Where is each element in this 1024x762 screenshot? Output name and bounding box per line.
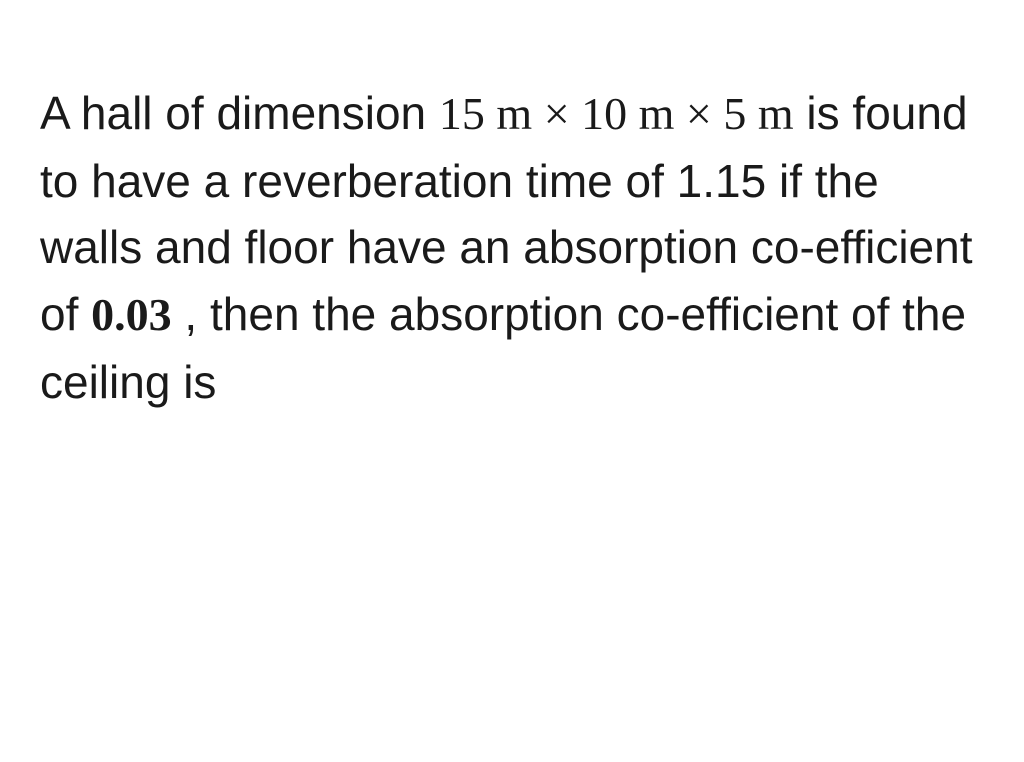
question-text: A hall of dimension 15 m × 10 m × 5 m is…: [40, 80, 980, 415]
coefficient-value: 0.03: [91, 289, 172, 340]
dimension-1: 15 m: [439, 88, 532, 139]
times-symbol-1: ×: [532, 88, 581, 139]
dimension-3: 5 m: [723, 88, 793, 139]
text-part-3: , then the absorption co-efficient of th…: [40, 288, 966, 408]
times-symbol-2: ×: [674, 88, 723, 139]
dimension-2: 10 m: [581, 88, 674, 139]
text-part-1: A hall of dimension: [40, 87, 439, 139]
